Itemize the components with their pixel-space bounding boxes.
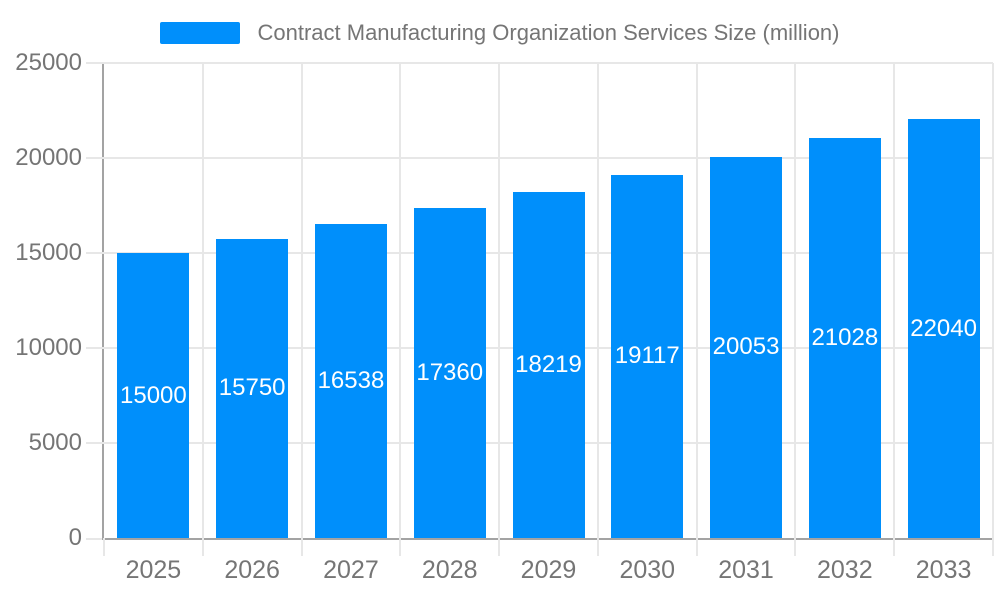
- bar-2033[interactable]: [907, 119, 980, 538]
- y-axis-label-15000: 15000: [15, 239, 82, 266]
- x-axis-tick-9: [992, 538, 994, 556]
- gridline-y-20000: [86, 157, 993, 159]
- x-axis-label-2032: 2032: [817, 556, 873, 584]
- y-axis-label-25000: 25000: [15, 49, 82, 76]
- bar-2030[interactable]: [611, 174, 684, 538]
- bar-value-label-2027: 16538: [317, 366, 385, 394]
- gridline-x-6: [696, 63, 698, 538]
- bar-2028[interactable]: [413, 208, 486, 538]
- bar-value-label-2025: 15000: [120, 381, 187, 409]
- x-axis-label-2025: 2025: [125, 556, 182, 584]
- bar-2031[interactable]: [710, 157, 783, 538]
- gridline-x-5: [597, 63, 599, 538]
- x-axis-label-2031: 2031: [718, 556, 774, 584]
- y-axis-tick-0: [86, 538, 102, 540]
- x-axis-label-2028: 2028: [421, 556, 478, 584]
- gridline-x-1: [202, 63, 204, 538]
- y-axis-label-0: 0: [68, 524, 82, 551]
- gridline-x-7: [794, 63, 796, 538]
- x-axis-label-2026: 2026: [224, 556, 280, 584]
- bar-value-label-2030: 19117: [614, 342, 680, 370]
- bar-2029[interactable]: [512, 191, 585, 538]
- x-axis-tick-2: [301, 538, 303, 556]
- gridline-x-8: [893, 63, 895, 538]
- x-axis-tick-8: [893, 538, 895, 556]
- x-axis-tick-7: [794, 538, 796, 556]
- bar-value-label-2029: 18219: [515, 350, 582, 378]
- x-axis-label-2029: 2029: [520, 556, 577, 584]
- bar-2025[interactable]: [117, 253, 190, 538]
- x-axis-tick-3: [399, 538, 401, 556]
- bar-2032[interactable]: [808, 138, 881, 538]
- gridline-x-9: [992, 63, 994, 538]
- bar-value-label-2031: 20053: [712, 333, 780, 361]
- x-axis-tick-6: [696, 538, 698, 556]
- bar-value-label-2032: 21028: [811, 324, 879, 352]
- gridline-x-4: [498, 63, 500, 538]
- gridline-y-25000: [86, 62, 993, 64]
- gridline-x-2: [301, 63, 303, 538]
- legend-swatch-icon: [160, 22, 241, 44]
- plot-area: 15000 15750 16538 17360 18219 19117 20053 21028…: [86, 62, 994, 556]
- x-axis-tick-1: [202, 538, 204, 556]
- bar-2026[interactable]: [216, 238, 289, 538]
- x-axis-tick-4: [498, 538, 500, 556]
- x-axis-label-2033: 2033: [915, 556, 972, 584]
- bar-value-label-2033: 22040: [910, 314, 977, 342]
- y-axis-label-20000: 20000: [15, 144, 82, 171]
- x-axis-tick-5: [597, 538, 599, 556]
- gridline-x-3: [399, 63, 401, 538]
- legend[interactable]: Contract Manufacturing Organization Serv…: [0, 20, 1000, 46]
- x-axis-label-2030: 2030: [619, 556, 676, 584]
- y-axis-label-10000: 10000: [15, 334, 82, 361]
- x-axis-tick-0: [103, 538, 105, 556]
- y-axis-label-5000: 5000: [28, 429, 82, 456]
- x-axis-label-2027: 2027: [323, 556, 379, 584]
- legend-label: Contract Manufacturing Organization Serv…: [257, 20, 840, 45]
- bar-2027[interactable]: [314, 223, 387, 538]
- bar-value-label-2028: 17360: [416, 359, 484, 387]
- bar-value-label-2026: 15750: [218, 374, 286, 402]
